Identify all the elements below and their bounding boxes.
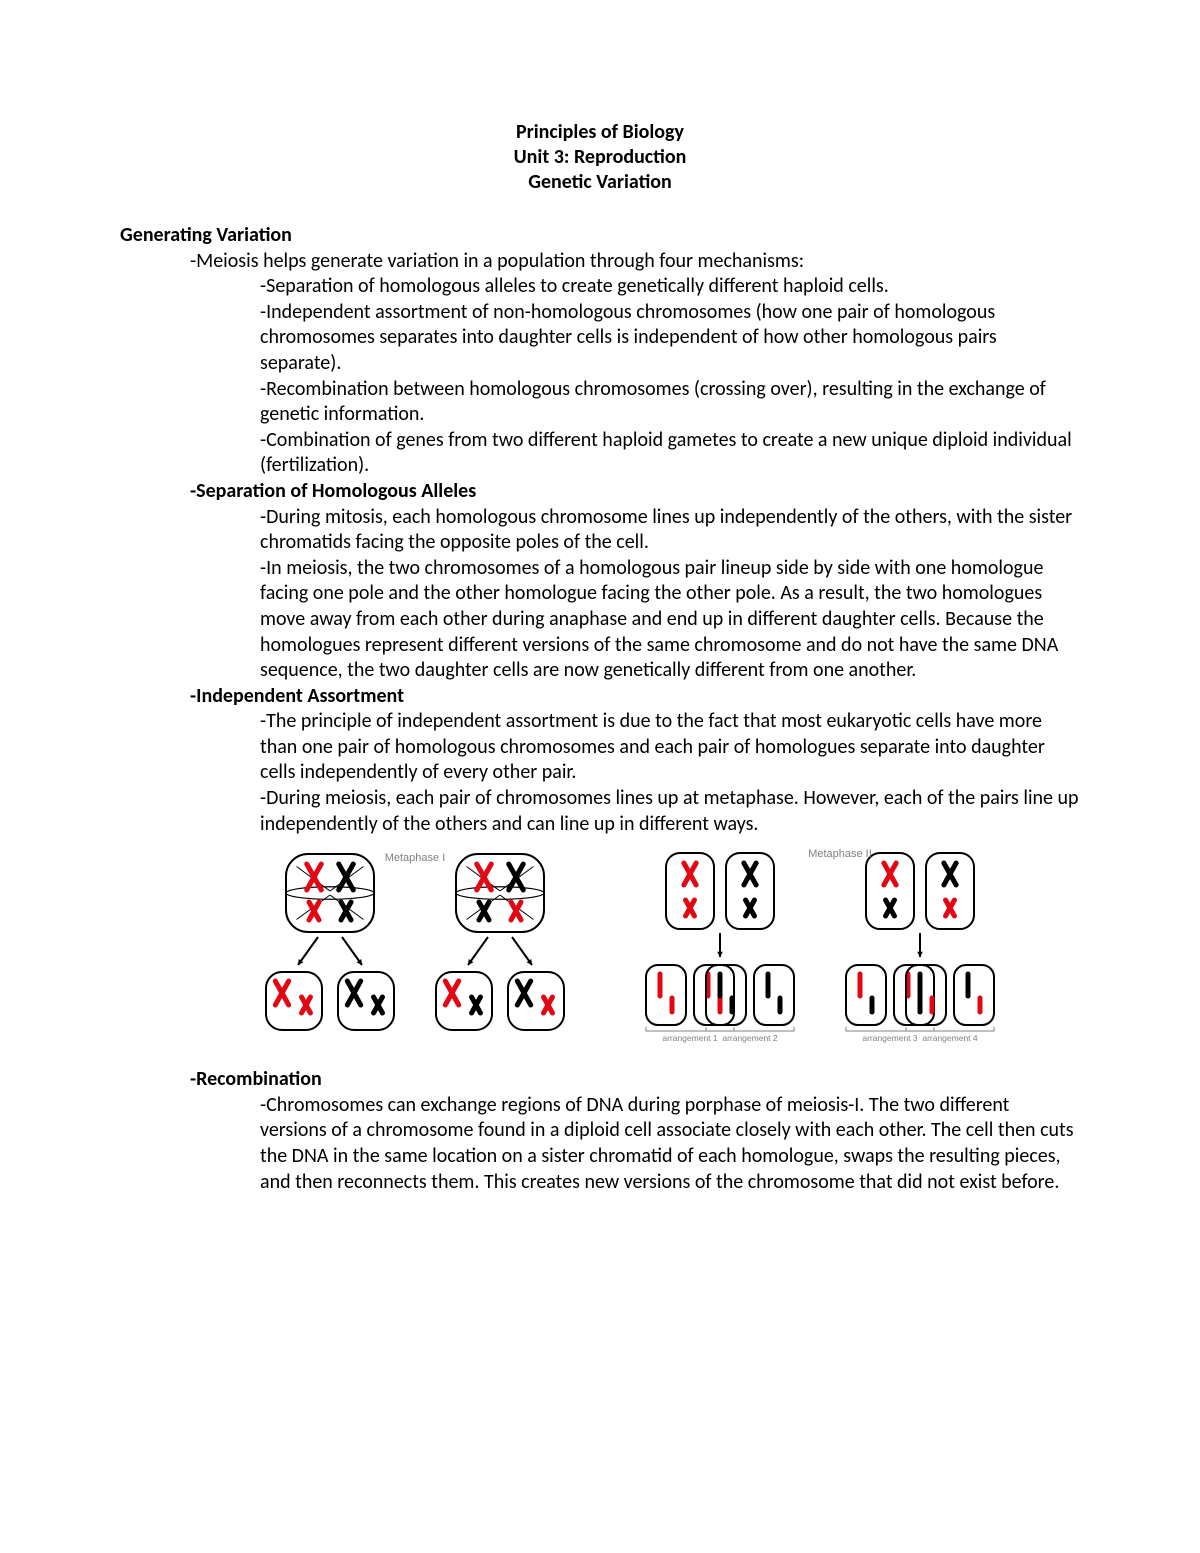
- independent-p2: -During meiosis, each pair of chromosome…: [120, 786, 1080, 837]
- mechanism-1: -Separation of homologous alleles to cre…: [120, 274, 1080, 300]
- independent-assortment-diagram: Metaphase I arrangement 1 arrangement 2 arr…: [260, 843, 1080, 1063]
- svg-text:arrangement 4: arrangement 4: [922, 1033, 978, 1043]
- section-generating-variation-title: Generating Variation: [120, 223, 1080, 249]
- meiosis-intro: -Meiosis helps generate variation in a p…: [120, 249, 1080, 275]
- header-line-1: Principles of Biology: [120, 120, 1080, 145]
- svg-text:arrangement 2: arrangement 2: [722, 1033, 778, 1043]
- header-line-3: Genetic Variation: [120, 170, 1080, 195]
- recombination-p1: -Chromosomes can exchange regions of DNA…: [120, 1093, 1080, 1195]
- svg-text:arrangement 3: arrangement 3: [862, 1033, 918, 1043]
- document-header: Principles of Biology Unit 3: Reproducti…: [120, 120, 1080, 195]
- mechanism-4: -Combination of genes from two different…: [120, 428, 1080, 479]
- separation-p2: -In meiosis, the two chromosomes of a ho…: [120, 556, 1080, 684]
- mechanism-3: -Recombination between homologous chromo…: [120, 377, 1080, 428]
- svg-text:Metaphase II: Metaphase II: [808, 848, 872, 860]
- independent-p1: -The principle of independent assortment…: [120, 709, 1080, 786]
- section-recombination-title: -Recombination: [120, 1067, 1080, 1093]
- section-separation-title: -Separation of Homologous Alleles: [120, 479, 1080, 505]
- section-independent-assortment-title: -Independent Assortment: [120, 684, 1080, 710]
- svg-text:arrangement 1: arrangement 1: [662, 1033, 718, 1043]
- header-line-2: Unit 3: Reproduction: [120, 145, 1080, 170]
- separation-p1: -During mitosis, each homologous chromos…: [120, 505, 1080, 556]
- mechanism-2: -Independent assortment of non-homologou…: [120, 300, 1080, 377]
- svg-text:Metaphase I: Metaphase I: [385, 852, 446, 864]
